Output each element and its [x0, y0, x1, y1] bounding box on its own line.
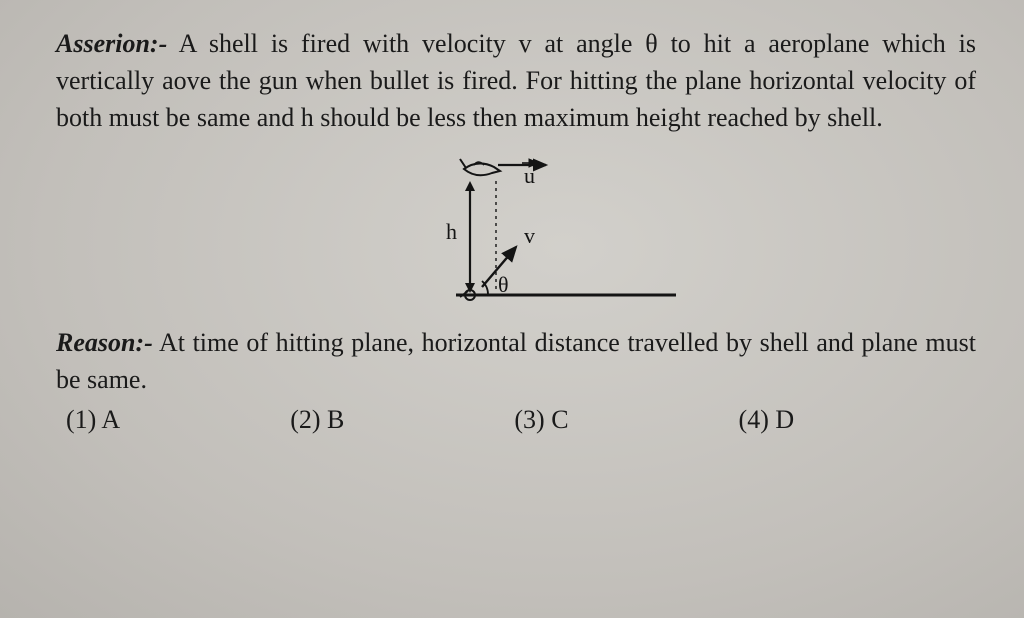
reason-text: At time of hitting plane, horizontal dis… [56, 328, 976, 394]
option-val: C [551, 405, 568, 434]
option-val: D [775, 405, 794, 434]
option-num: (1) [66, 405, 96, 434]
reason-paragraph: Reason:- At time of hitting plane, horiz… [56, 325, 976, 399]
option-val: B [327, 405, 344, 434]
options-row: (1) A (2) B (3) C (4) D [56, 405, 976, 435]
assertion-paragraph: Asserion:- A shell is fired with velocit… [56, 26, 976, 137]
assertion-label: Asserion:- [56, 29, 167, 58]
page: Asserion:- A shell is fired with velocit… [0, 0, 1024, 618]
projectile-diagram: u h vθ [346, 147, 686, 317]
option-num: (3) [514, 405, 544, 434]
svg-text:v: v [524, 223, 535, 248]
option-c[interactable]: (3) C [514, 405, 568, 435]
assertion-text: A shell is fired with velocity v at angl… [56, 29, 976, 132]
svg-text:θ: θ [498, 272, 509, 297]
svg-text:h: h [446, 219, 457, 244]
option-num: (4) [739, 405, 769, 434]
option-num: (2) [290, 405, 320, 434]
figure-container: u h vθ [56, 147, 976, 317]
reason-label: Reason:- [56, 328, 153, 357]
option-a[interactable]: (1) A [66, 405, 120, 435]
option-b[interactable]: (2) B [290, 405, 344, 435]
option-val: A [101, 405, 120, 434]
svg-text:u: u [524, 163, 535, 188]
option-d[interactable]: (4) D [739, 405, 795, 435]
